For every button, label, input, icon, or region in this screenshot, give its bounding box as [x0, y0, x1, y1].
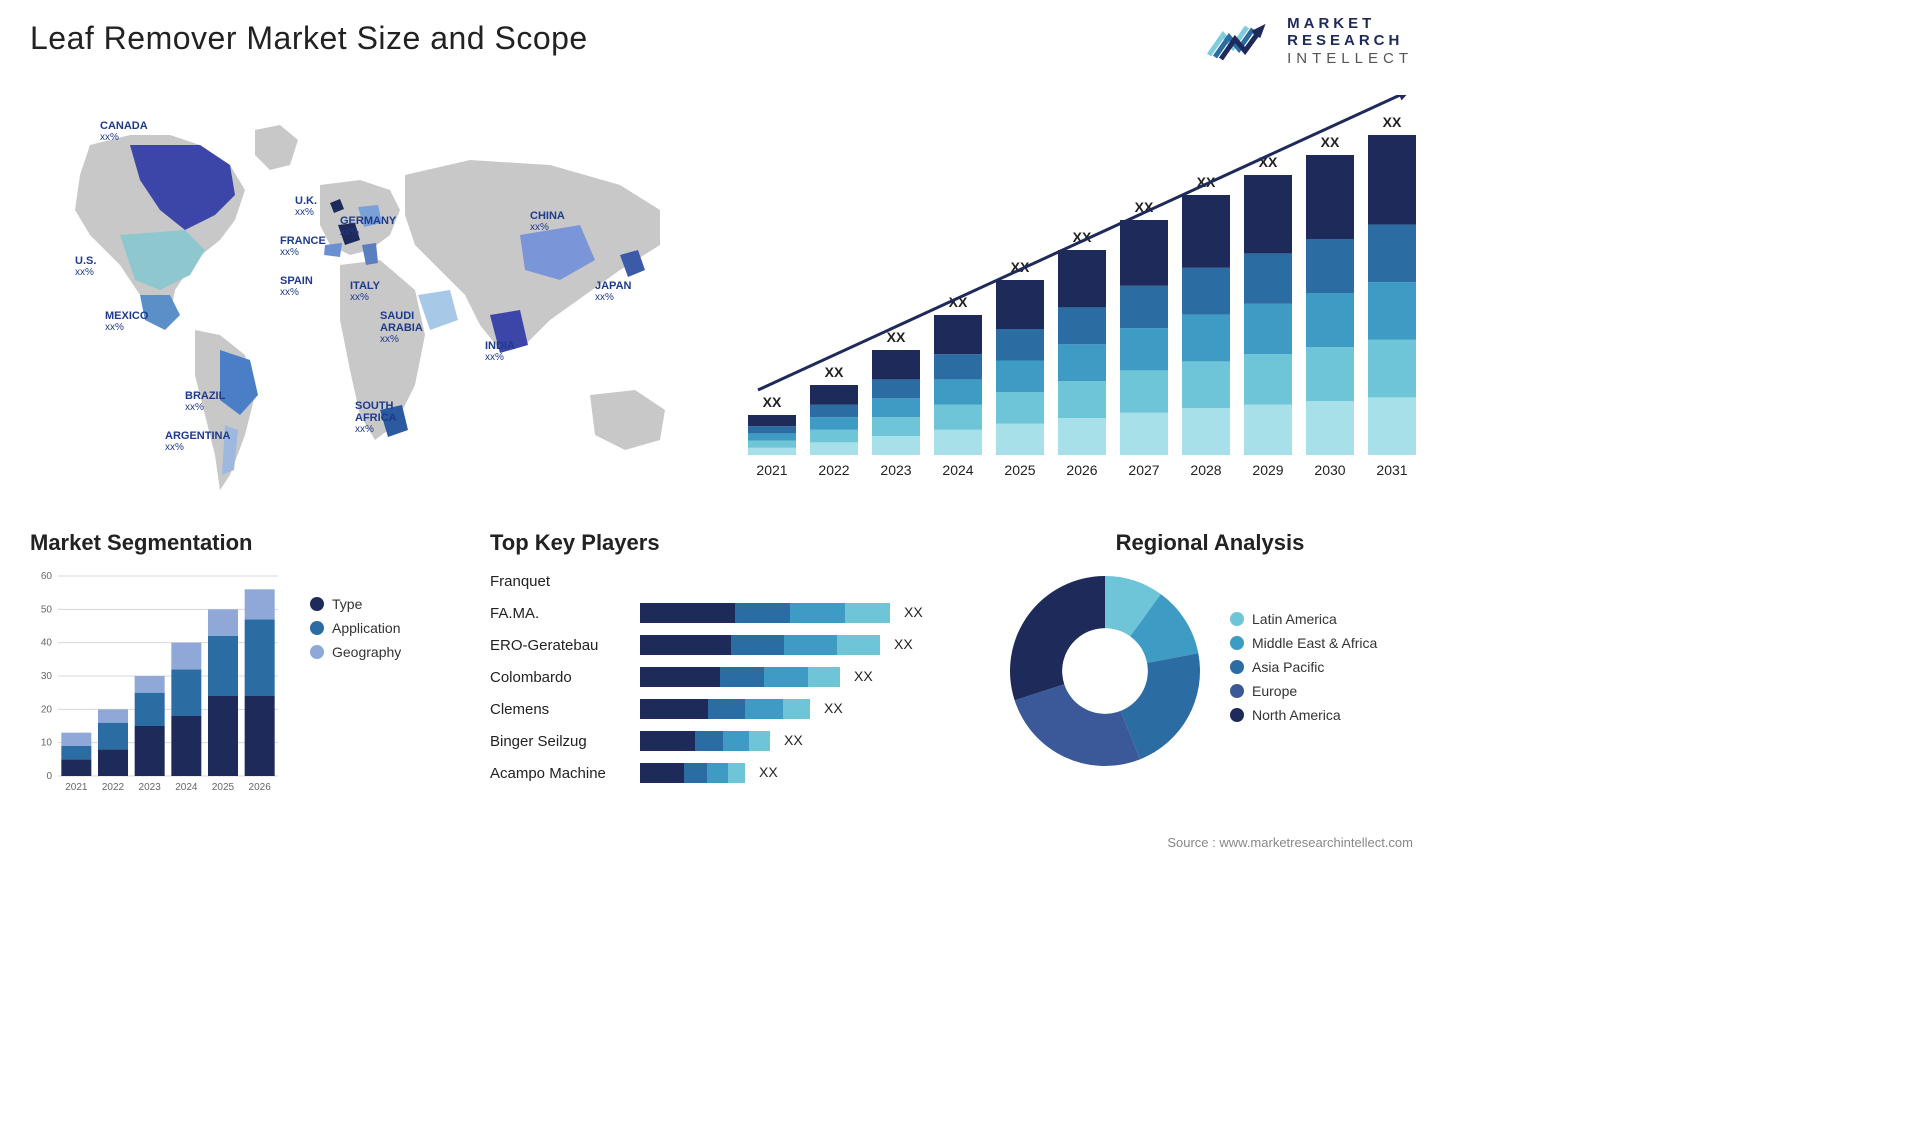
svg-text:2029: 2029	[1252, 462, 1283, 478]
player-label: ERO-Geratebau	[490, 637, 640, 654]
seg-legend-item: Geography	[310, 644, 401, 660]
svg-text:XX: XX	[1383, 114, 1402, 130]
country-label-argentina: ARGENTINAxx%	[165, 430, 230, 453]
regional-panel: Regional Analysis Latin America Middle Ea…	[1000, 530, 1420, 776]
svg-text:2023: 2023	[880, 462, 911, 478]
svg-text:2027: 2027	[1128, 462, 1159, 478]
player-row: Clemens XX	[490, 694, 980, 724]
players-title: Top Key Players	[490, 530, 980, 556]
player-row: Acampo Machine XX	[490, 758, 980, 788]
segmentation-title: Market Segmentation	[30, 530, 470, 556]
player-value: XX	[824, 700, 843, 716]
player-bar: XX	[640, 731, 980, 751]
brand-icon	[1207, 21, 1277, 61]
player-value: XX	[854, 668, 873, 684]
regional-legend-item: Middle East & Africa	[1230, 635, 1377, 651]
brand-logo: MARKET RESEARCH INTELLECT	[1207, 15, 1413, 67]
svg-text:2026: 2026	[1066, 462, 1097, 478]
player-label: Binger Seilzug	[490, 733, 640, 750]
svg-text:XX: XX	[1321, 134, 1340, 150]
player-label: Clemens	[490, 701, 640, 718]
country-label-south-africa: SOUTHAFRICAxx%	[355, 400, 397, 435]
player-value: XX	[759, 764, 778, 780]
svg-text:2024: 2024	[175, 782, 198, 793]
players-panel: Top Key Players FranquetFA.MA.XXERO-Gera…	[490, 530, 980, 790]
player-row: Colombardo XX	[490, 662, 980, 692]
player-row: ERO-Geratebau XX	[490, 630, 980, 660]
svg-text:2022: 2022	[102, 782, 125, 793]
player-label: Colombardo	[490, 669, 640, 686]
player-label: Franquet	[490, 573, 640, 590]
player-bar: XX	[640, 667, 980, 687]
player-value: XX	[784, 732, 803, 748]
svg-text:10: 10	[41, 738, 53, 749]
player-row: Binger Seilzug XX	[490, 726, 980, 756]
country-label-canada: CANADAxx%	[100, 120, 148, 143]
country-label-italy: ITALYxx%	[350, 280, 380, 303]
svg-text:50: 50	[41, 604, 53, 615]
svg-text:XX: XX	[763, 394, 782, 410]
regional-title: Regional Analysis	[1000, 530, 1420, 556]
brand-line1: MARKET	[1287, 15, 1413, 32]
svg-text:XX: XX	[825, 364, 844, 380]
svg-text:2024: 2024	[942, 462, 973, 478]
svg-text:2022: 2022	[818, 462, 849, 478]
country-label-france: FRANCExx%	[280, 235, 326, 258]
regional-legend-item: Asia Pacific	[1230, 659, 1377, 675]
svg-text:2025: 2025	[1004, 462, 1035, 478]
regional-donut	[1000, 566, 1210, 776]
player-row: FA.MA. XX	[490, 598, 980, 628]
svg-text:30: 30	[41, 671, 53, 682]
country-label-china: CHINAxx%	[530, 210, 565, 233]
svg-text:2030: 2030	[1314, 462, 1345, 478]
svg-text:XX: XX	[887, 329, 906, 345]
brand-line2: RESEARCH	[1287, 32, 1413, 49]
player-bar: XX	[640, 699, 980, 719]
country-label-u-s-: U.S.xx%	[75, 255, 96, 278]
segmentation-panel: Market Segmentation 0 10 20 30 40 50 60 2021 202…	[30, 530, 470, 796]
player-bar: XX	[640, 635, 980, 655]
player-row: Franquet	[490, 566, 980, 596]
regional-legend: Latin America Middle East & Africa Asia Pa…	[1230, 611, 1377, 731]
player-bar: XX	[640, 763, 980, 783]
svg-text:2026: 2026	[249, 782, 272, 793]
regional-legend-item: Latin America	[1230, 611, 1377, 627]
brand-line3: INTELLECT	[1287, 50, 1413, 67]
country-label-india: INDIAxx%	[485, 340, 515, 363]
seg-legend-item: Application	[310, 620, 401, 636]
regional-legend-item: North America	[1230, 707, 1377, 723]
country-label-mexico: MEXICOxx%	[105, 310, 148, 333]
player-value: XX	[904, 604, 923, 620]
player-label: FA.MA.	[490, 605, 640, 622]
svg-text:2028: 2028	[1190, 462, 1221, 478]
player-bar: XX	[640, 603, 980, 623]
svg-text:2021: 2021	[756, 462, 787, 478]
country-label-saudi-arabia: SAUDIARABIAxx%	[380, 310, 423, 345]
country-label-brazil: BRAZILxx%	[185, 390, 225, 413]
player-bar	[640, 571, 980, 591]
world-map-panel: CANADAxx% U.S.xx% MEXICOxx% BRAZILxx% ARGENT…	[20, 95, 720, 495]
players-list: FranquetFA.MA.XXERO-GeratebauXXColombard…	[490, 566, 980, 788]
svg-text:2031: 2031	[1376, 462, 1407, 478]
svg-text:60: 60	[41, 571, 53, 582]
source-text: Source : www.marketresearchintellect.com	[1167, 835, 1413, 850]
segmentation-legend: Type Application Geography	[310, 566, 401, 668]
player-value: XX	[894, 636, 913, 652]
svg-text:2023: 2023	[139, 782, 162, 793]
country-label-germany: GERMANYxx%	[340, 215, 396, 238]
country-label-japan: JAPANxx%	[595, 280, 631, 303]
country-label-u-k-: U.K.xx%	[295, 195, 317, 218]
regional-legend-item: Europe	[1230, 683, 1377, 699]
segmentation-chart: 0 10 20 30 40 50 60 2021 2022 2023 2024 2025 2026	[30, 566, 290, 796]
seg-legend-item: Type	[310, 596, 401, 612]
svg-text:20: 20	[41, 704, 53, 715]
player-label: Acampo Machine	[490, 765, 640, 782]
country-label-spain: SPAINxx%	[280, 275, 313, 298]
svg-text:40: 40	[41, 638, 53, 649]
svg-text:0: 0	[46, 771, 52, 782]
growth-chart: XX2021XX2022XX2023XX2024XX2025XX2026XX20…	[740, 95, 1420, 490]
page-title: Leaf Remover Market Size and Scope	[30, 20, 588, 57]
svg-text:2025: 2025	[212, 782, 235, 793]
svg-text:2021: 2021	[65, 782, 88, 793]
